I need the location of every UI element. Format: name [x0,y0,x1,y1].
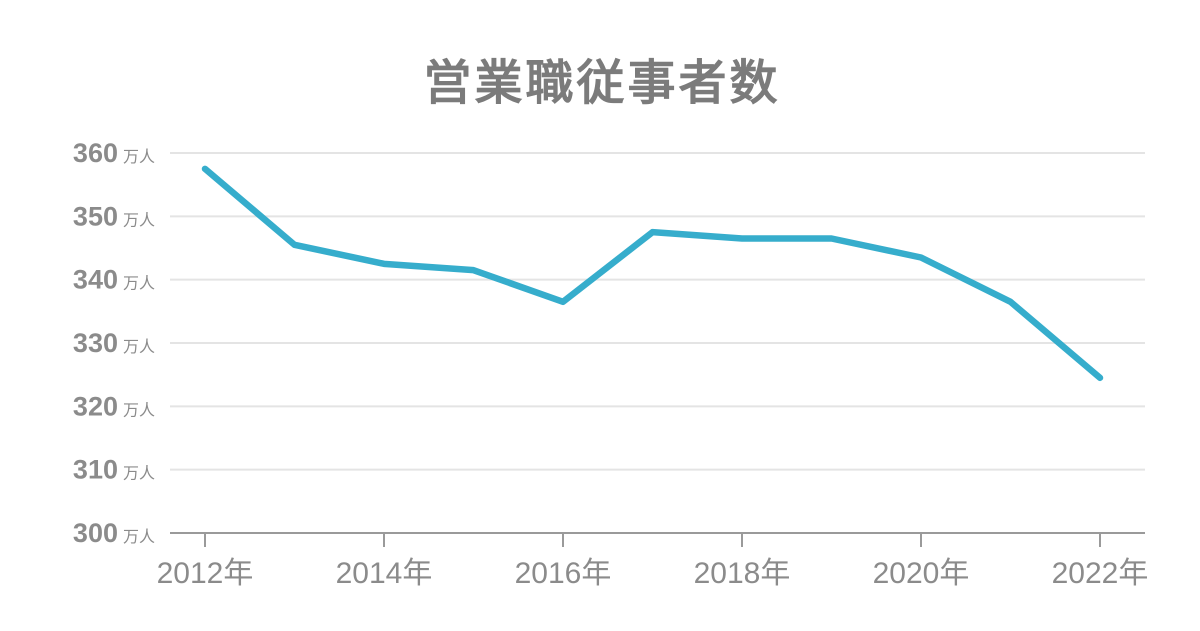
y-tick-label: 320 万人 [73,391,155,421]
y-tick-label: 360 万人 [73,138,155,168]
x-tick-label: 2016年 [515,557,612,590]
y-tick-label: 340 万人 [73,265,155,295]
chart-title: 営業職従事者数 [423,57,780,110]
y-tick-label: 350 万人 [73,201,155,231]
x-tick-label: 2022年 [1052,557,1149,590]
x-axis-labels: 2012年 2014年 2016年 2018年 2020年 2022年 [157,557,1149,590]
y-tick-label: 300 万人 [73,518,155,548]
x-tick-label: 2020年 [873,557,970,590]
x-axis [170,532,1145,547]
y-tick-label: 330 万人 [73,328,155,358]
x-tick-label: 2018年 [694,557,791,590]
gridlines [170,152,1145,471]
data-line-series [201,165,1104,382]
y-tick-label: 310 万人 [73,455,155,485]
y-axis-labels: 300 万人 310 万人 320 万人 330 万人 340 万人 350 万人 360 万人 [73,138,155,548]
x-tick-label: 2012年 [157,557,254,590]
x-tick-label: 2014年 [336,557,433,590]
